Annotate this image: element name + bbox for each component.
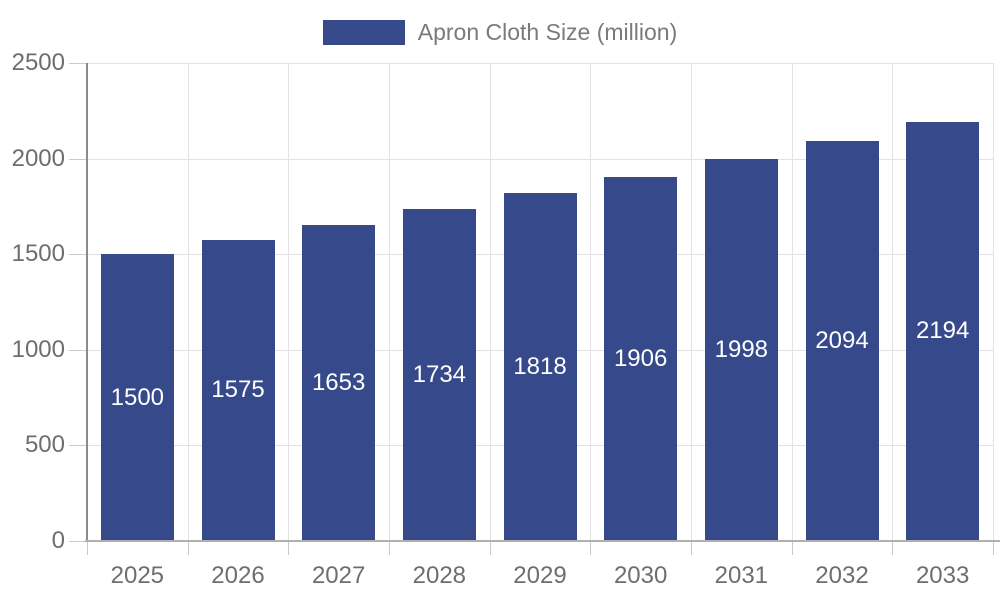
bar: 1998 bbox=[704, 158, 778, 541]
bar: 1734 bbox=[402, 209, 476, 541]
bar: 1818 bbox=[503, 193, 577, 541]
y-axis-line bbox=[86, 63, 88, 541]
x-axis-label: 2029 bbox=[513, 562, 567, 589]
bar-value-label: 1906 bbox=[613, 344, 668, 372]
bar-value-label: 1575 bbox=[211, 376, 265, 404]
y-tick bbox=[69, 158, 87, 160]
plot-area: 1500 1575 1653 1734 1818 1906 1998 2094 2194 bbox=[69, 63, 1000, 555]
y-tick bbox=[69, 254, 87, 256]
x-axis-label: 2033 bbox=[915, 562, 970, 589]
y-axis-label: 0 bbox=[51, 527, 65, 554]
x-axis-label: 2026 bbox=[211, 562, 265, 589]
x-tick bbox=[288, 541, 290, 555]
x-axis-label: 2027 bbox=[311, 562, 366, 589]
bar: 1575 bbox=[201, 239, 275, 541]
legend-label: Apron Cloth Size (million) bbox=[417, 18, 678, 45]
bar: 1653 bbox=[302, 224, 376, 541]
bar: 1906 bbox=[604, 176, 678, 541]
legend-swatch bbox=[322, 19, 405, 45]
bar-value-label: 1734 bbox=[412, 361, 467, 389]
v-gridline bbox=[892, 63, 894, 541]
h-gridline bbox=[87, 158, 993, 160]
y-axis-label: 1500 bbox=[11, 240, 65, 268]
bar-value-label: 1998 bbox=[714, 335, 769, 363]
x-axis-label: 2031 bbox=[714, 562, 769, 589]
bar: 1500 bbox=[100, 254, 174, 541]
v-gridline bbox=[187, 63, 189, 541]
x-tick bbox=[993, 541, 994, 555]
bar-value-label: 2094 bbox=[815, 326, 869, 354]
x-tick bbox=[590, 541, 592, 555]
v-gridline bbox=[389, 63, 390, 541]
y-tick bbox=[69, 349, 87, 351]
x-tick bbox=[892, 541, 894, 555]
v-gridline bbox=[993, 63, 994, 541]
v-gridline bbox=[288, 63, 290, 541]
y-axis-label: 1000 bbox=[11, 335, 65, 363]
bar-value-label: 1818 bbox=[513, 353, 567, 381]
bar: 2094 bbox=[805, 140, 879, 541]
x-axis-label: 2028 bbox=[412, 562, 467, 589]
x-tick bbox=[489, 541, 491, 555]
v-gridline bbox=[691, 63, 692, 541]
bar-value-label: 1653 bbox=[311, 368, 366, 396]
x-axis-label: 2025 bbox=[110, 562, 165, 589]
x-tick bbox=[87, 541, 88, 555]
x-tick bbox=[791, 541, 793, 555]
y-axis-label: 2500 bbox=[11, 49, 65, 76]
y-tick bbox=[69, 445, 87, 447]
x-axis-label: 2032 bbox=[815, 562, 869, 589]
bar-value-label: 2194 bbox=[915, 317, 970, 345]
x-tick bbox=[187, 541, 189, 555]
x-axis-line bbox=[85, 540, 1000, 542]
bar-value-label: 1500 bbox=[110, 383, 165, 411]
x-axis-labels: 2025 2026 2027 2028 2029 2030 2031 2032 2033 bbox=[87, 561, 993, 591]
v-gridline bbox=[489, 63, 491, 541]
h-gridline bbox=[87, 63, 993, 64]
y-tick bbox=[69, 541, 87, 542]
y-axis-labels: 0 500 1000 1500 2000 2500 bbox=[0, 49, 65, 554]
x-axis-label: 2030 bbox=[613, 562, 668, 589]
y-axis-label: 500 bbox=[24, 431, 65, 459]
v-gridline bbox=[590, 63, 592, 541]
v-gridline bbox=[791, 63, 793, 541]
bar: 2194 bbox=[906, 121, 980, 541]
x-tick bbox=[691, 541, 692, 555]
x-tick bbox=[389, 541, 390, 555]
legend: Apron Cloth Size (million) bbox=[0, 19, 1000, 45]
y-tick bbox=[69, 63, 87, 64]
y-axis-label: 2000 bbox=[11, 144, 65, 172]
